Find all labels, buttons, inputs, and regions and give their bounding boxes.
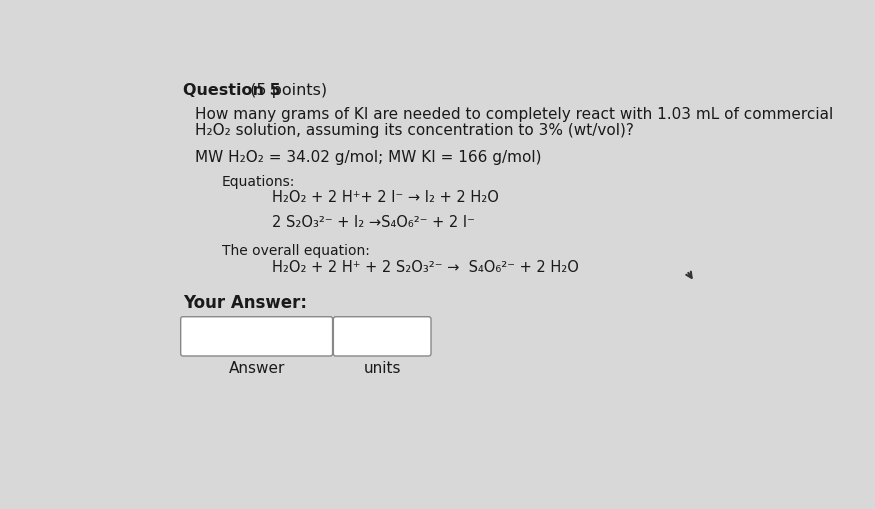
Text: Question 5: Question 5 [183, 82, 281, 98]
Text: Your Answer:: Your Answer: [183, 294, 307, 313]
Text: 2 S₂O₃²⁻ + I₂ →S₄O₆²⁻ + 2 I⁻: 2 S₂O₃²⁻ + I₂ →S₄O₆²⁻ + 2 I⁻ [272, 215, 475, 230]
Text: (5 points): (5 points) [245, 82, 327, 98]
Text: Answer: Answer [228, 361, 285, 376]
FancyBboxPatch shape [180, 317, 332, 356]
Text: MW H₂O₂ = 34.02 g/mol; MW KI = 166 g/mol): MW H₂O₂ = 34.02 g/mol; MW KI = 166 g/mol… [194, 150, 541, 164]
Text: Equations:: Equations: [221, 175, 295, 189]
Text: The overall equation:: The overall equation: [221, 244, 369, 259]
Text: How many grams of KI are needed to completely react with 1.03 mL of commercial: How many grams of KI are needed to compl… [194, 107, 833, 122]
FancyBboxPatch shape [333, 317, 431, 356]
Text: H₂O₂ solution, assuming its concentration to 3% (wt/vol)?: H₂O₂ solution, assuming its concentratio… [194, 123, 634, 137]
Text: H₂O₂ + 2 H⁺ + 2 S₂O₃²⁻ →  S₄O₆²⁻ + 2 H₂O: H₂O₂ + 2 H⁺ + 2 S₂O₃²⁻ → S₄O₆²⁻ + 2 H₂O [272, 260, 579, 275]
Text: H₂O₂ + 2 H⁺+ 2 I⁻ → I₂ + 2 H₂O: H₂O₂ + 2 H⁺+ 2 I⁻ → I₂ + 2 H₂O [272, 190, 499, 205]
Text: units: units [363, 361, 401, 376]
